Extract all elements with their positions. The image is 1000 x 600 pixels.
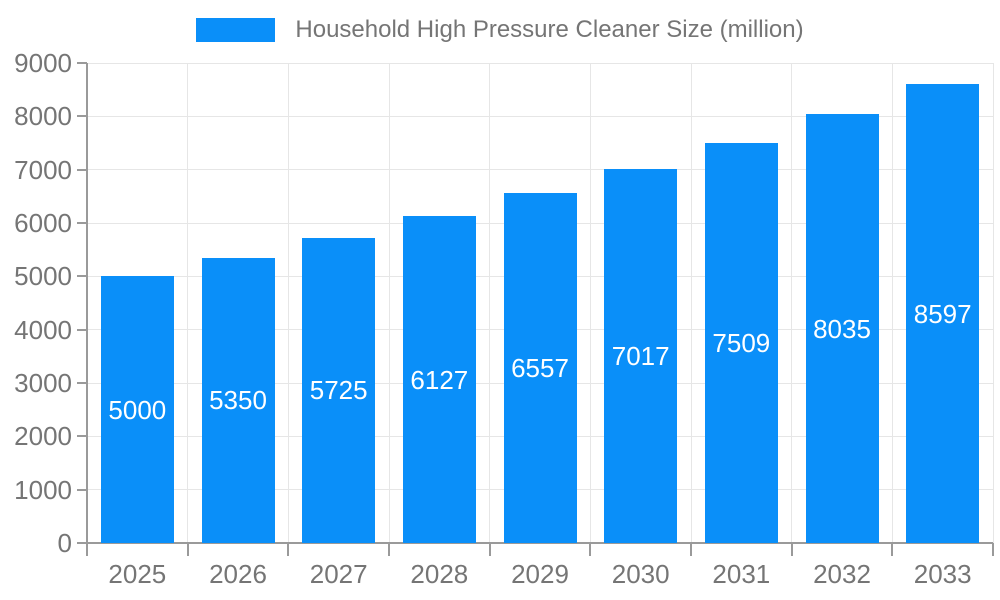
- legend-swatch: [196, 18, 276, 42]
- bar-2027[interactable]: 5725: [302, 237, 376, 543]
- y-axis-line: [86, 63, 88, 543]
- bar-value-label: 6127: [410, 364, 469, 395]
- bar-value-label: 8597: [913, 298, 972, 329]
- y-axis-tick-label: 3000: [14, 368, 72, 398]
- x-axis-tick-label: 2032: [813, 559, 871, 589]
- x-axis-tick-label: 2030: [611, 559, 670, 589]
- bar-2032[interactable]: 8035: [805, 114, 879, 543]
- y-axis-tick-label: 6000: [14, 208, 72, 238]
- legend-label: Household High Pressure Cleaner Size (mi…: [295, 16, 804, 43]
- gridline-vertical: [287, 63, 289, 543]
- y-axis-tick: [77, 275, 87, 278]
- x-axis-line: [77, 542, 993, 544]
- bar-value-label: 5350: [209, 385, 267, 416]
- bar-2031[interactable]: 7509: [704, 142, 778, 543]
- x-axis-tick-label: 2029: [511, 559, 569, 589]
- gridline-vertical: [187, 63, 189, 543]
- y-axis-tick: [77, 435, 87, 438]
- bar-value-label: 8035: [813, 313, 871, 344]
- gridline-horizontal: [87, 62, 993, 64]
- y-axis-tick-label: 1000: [14, 474, 72, 505]
- y-axis-tick: [77, 62, 87, 64]
- gridline-vertical: [791, 63, 793, 543]
- x-axis-tick: [992, 543, 994, 556]
- bar-2025[interactable]: 5000: [100, 276, 174, 543]
- x-axis-tick: [589, 543, 592, 556]
- x-axis-tick-label: 2027: [309, 559, 368, 589]
- bar-value-label: 7509: [712, 327, 771, 358]
- x-axis-tick-label: 2028: [410, 559, 469, 589]
- y-axis-tick-label: 4000: [14, 314, 72, 345]
- x-axis-tick: [388, 543, 390, 556]
- y-axis-tick-label: 7000: [14, 154, 72, 185]
- bar-2030[interactable]: 7017: [604, 168, 678, 543]
- bar-2028[interactable]: 6127: [402, 216, 476, 543]
- bar-value-label: 5000: [108, 394, 167, 425]
- bar-2026[interactable]: 5350: [201, 257, 275, 543]
- x-axis-tick: [891, 543, 894, 556]
- bar-value-label: 5725: [309, 375, 368, 406]
- x-axis-tick: [790, 543, 793, 556]
- gridline-horizontal: [87, 115, 993, 117]
- bar-value-label: 7017: [611, 340, 670, 371]
- gridline-vertical: [891, 63, 893, 543]
- bar-2029[interactable]: 6557: [503, 193, 577, 543]
- y-axis-tick: [77, 382, 87, 384]
- y-axis-tick: [77, 328, 87, 331]
- bar-value-label: 6557: [511, 353, 569, 384]
- y-axis-tick-label: 0: [57, 528, 72, 558]
- gridline-vertical: [690, 63, 692, 543]
- x-axis-tick-label: 2026: [209, 559, 267, 589]
- x-axis-tick-label: 2031: [712, 559, 771, 589]
- gridline-horizontal: [87, 169, 993, 171]
- y-axis-tick: [77, 222, 87, 224]
- x-axis-tick: [287, 543, 290, 556]
- x-axis-tick: [186, 543, 189, 556]
- legend-item[interactable]: Household High Pressure Cleaner Size (mi…: [0, 16, 1000, 44]
- y-axis-tick-label: 9000: [14, 48, 72, 78]
- x-axis-tick: [488, 543, 491, 556]
- x-axis-tick: [690, 543, 692, 556]
- bar-2033[interactable]: 8597: [906, 84, 980, 543]
- gridline-vertical: [388, 63, 390, 543]
- gridline-vertical: [992, 63, 994, 543]
- y-axis-tick-label: 2000: [14, 421, 72, 452]
- y-axis-tick: [77, 488, 87, 491]
- x-axis-tick-label: 2025: [108, 559, 167, 589]
- plot-area: 0 1000 2000 3000 4000 5000 6000 7000 8000 9000 500…: [14, 48, 994, 589]
- x-axis-tick-label: 2033: [913, 559, 972, 589]
- y-axis-tick-label: 5000: [14, 261, 72, 292]
- y-axis-tick-label: 8000: [14, 101, 72, 132]
- gridline-vertical: [589, 63, 591, 543]
- y-axis-tick: [77, 168, 87, 171]
- gridline-vertical: [489, 63, 491, 543]
- x-axis-tick: [86, 543, 88, 556]
- y-axis-tick: [77, 115, 87, 118]
